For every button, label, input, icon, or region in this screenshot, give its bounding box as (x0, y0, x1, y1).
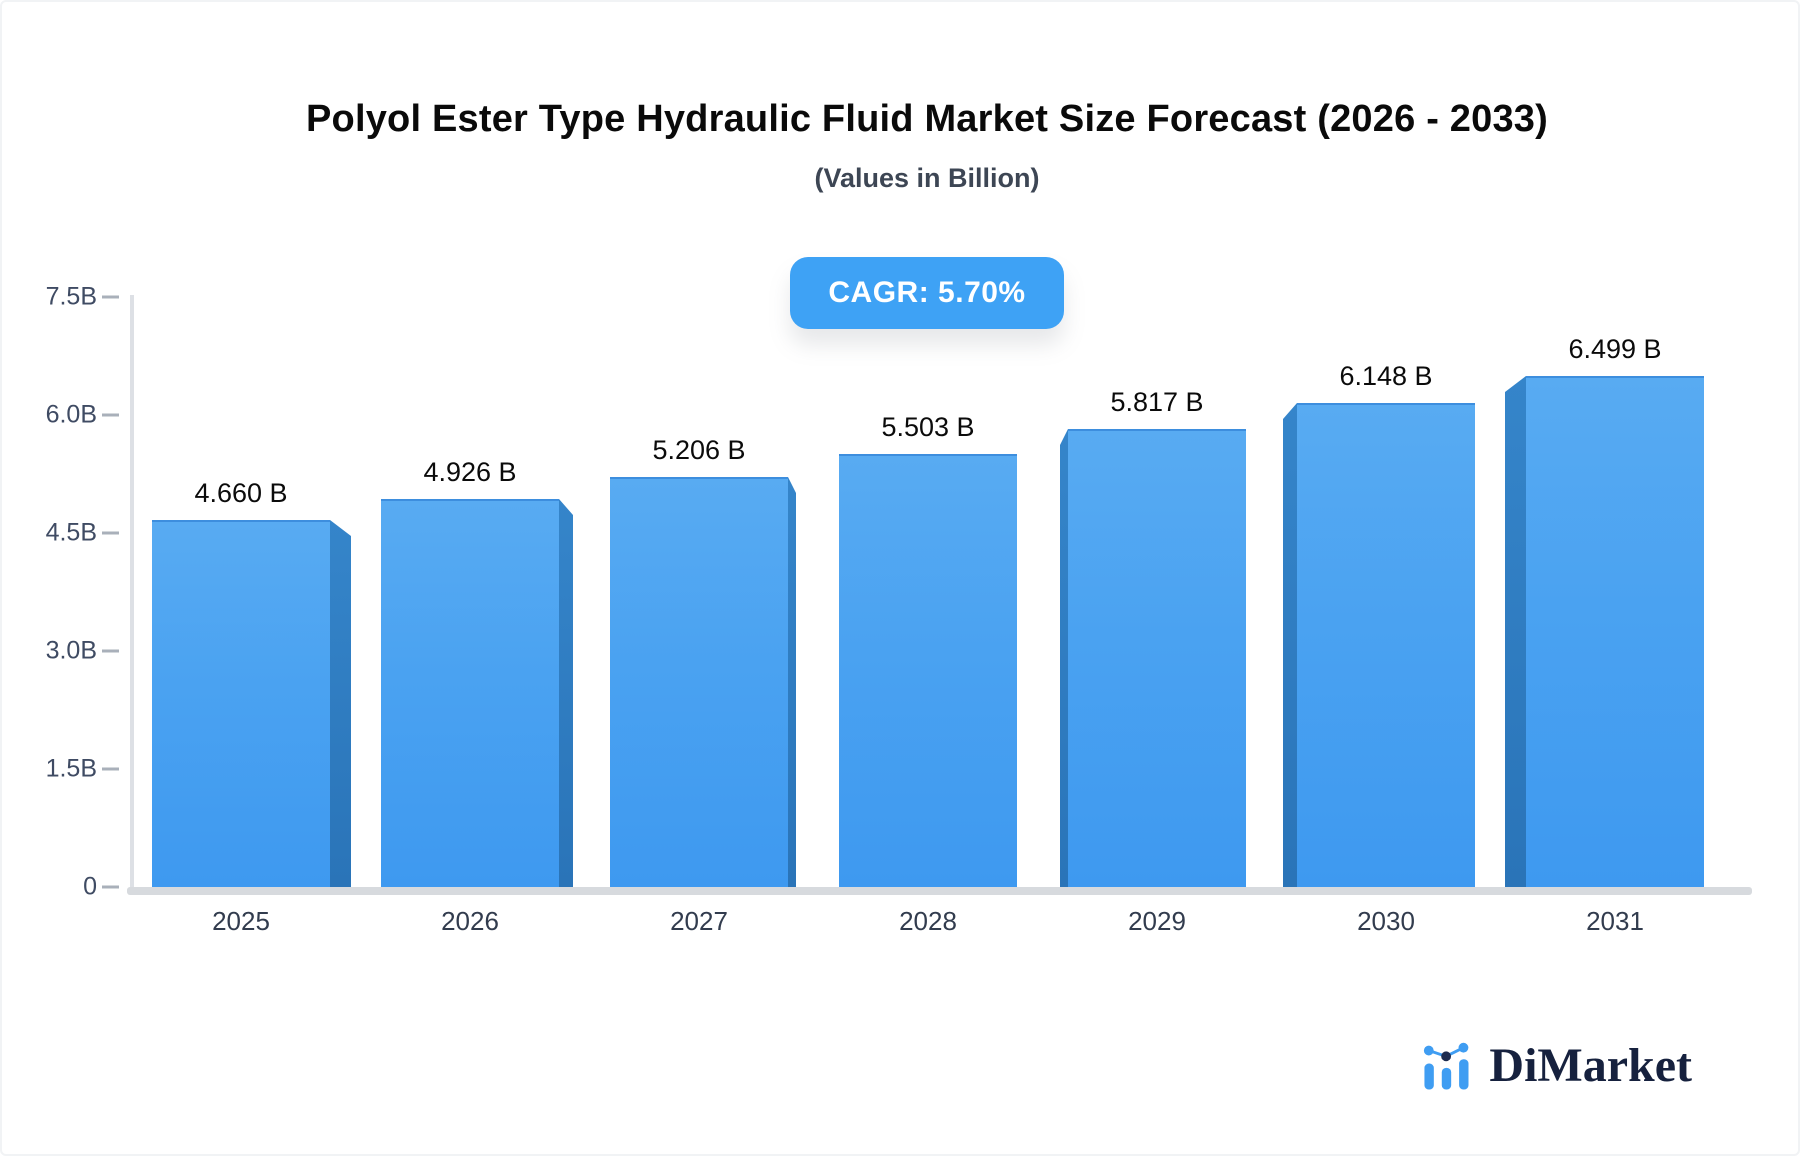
dimarket-logo-text: DiMarket (1489, 1039, 1692, 1092)
cagr-badge-label: CAGR: 5.70% (828, 276, 1026, 309)
bar-2025[interactable] (152, 520, 330, 887)
bar-side-2030 (1283, 403, 1297, 887)
chart-subtitle: (Values in Billion) (814, 163, 1040, 193)
bar-value-label-2027: 5.206 B (652, 435, 746, 465)
bar-value-label-2025: 4.660 B (194, 478, 288, 508)
bar-side-2027 (788, 477, 796, 887)
x-axis-label-2026: 2026 (441, 906, 499, 936)
x-axis-label-2031: 2031 (1586, 906, 1644, 936)
y-tick-label-6.0B: 6.0B (45, 400, 97, 429)
y-tick-dash (102, 885, 119, 889)
cagr-badge: CAGR: 5.70% (790, 257, 1064, 329)
y-tick-label-1.5B: 1.5B (45, 754, 97, 783)
y-tick-label-7.5B: 7.5B (45, 282, 97, 311)
chart-header: Polyol Ester Type Hydraulic Fluid Market… (56, 98, 1798, 194)
bar-value-label-2031: 6.499 B (1568, 334, 1662, 364)
x-axis-label-2027: 2027 (670, 906, 728, 936)
dimarket-logo: DiMarket (1423, 1040, 1692, 1090)
bar-value-label-2028: 5.503 B (881, 412, 975, 442)
x-axis-label-2028: 2028 (899, 906, 957, 936)
bar-side-2026 (559, 499, 573, 887)
y-tick-label-4.5B: 4.5B (45, 518, 97, 547)
dimarket-logo-icon (1424, 1042, 1469, 1090)
y-tick-label-3.0B: 3.0B (45, 636, 97, 665)
bar-2029[interactable] (1068, 429, 1246, 887)
x-axis-label-2025: 2025 (212, 906, 270, 936)
bar-side-2029 (1060, 429, 1068, 887)
bar-side-2031 (1505, 376, 1526, 887)
y-axis-line (130, 295, 134, 891)
bar-side-2025 (330, 520, 351, 887)
y-tick-dash (102, 413, 119, 417)
y-tick-dash (102, 767, 119, 771)
bar-2031[interactable] (1526, 376, 1704, 887)
x-axis-label-2029: 2029 (1128, 906, 1186, 936)
y-tick-dash (102, 649, 119, 653)
chart-title: Polyol Ester Type Hydraulic Fluid Market… (305, 98, 1548, 140)
y-tick-dash (102, 531, 119, 535)
y-tick-label-0: 0 (83, 872, 97, 901)
bar-value-label-2029: 5.817 B (1110, 387, 1204, 417)
bar-2026[interactable] (381, 499, 559, 887)
x-axis-baseline (127, 887, 1752, 895)
bar-value-label-2030: 6.148 B (1339, 361, 1433, 391)
bar-value-label-2026: 4.926 B (423, 457, 517, 487)
bar-2028[interactable] (839, 454, 1017, 887)
x-axis-label-2030: 2030 (1357, 906, 1415, 936)
y-tick-dash (102, 295, 119, 299)
bar-2030[interactable] (1297, 403, 1475, 887)
bar-2027[interactable] (610, 477, 788, 887)
